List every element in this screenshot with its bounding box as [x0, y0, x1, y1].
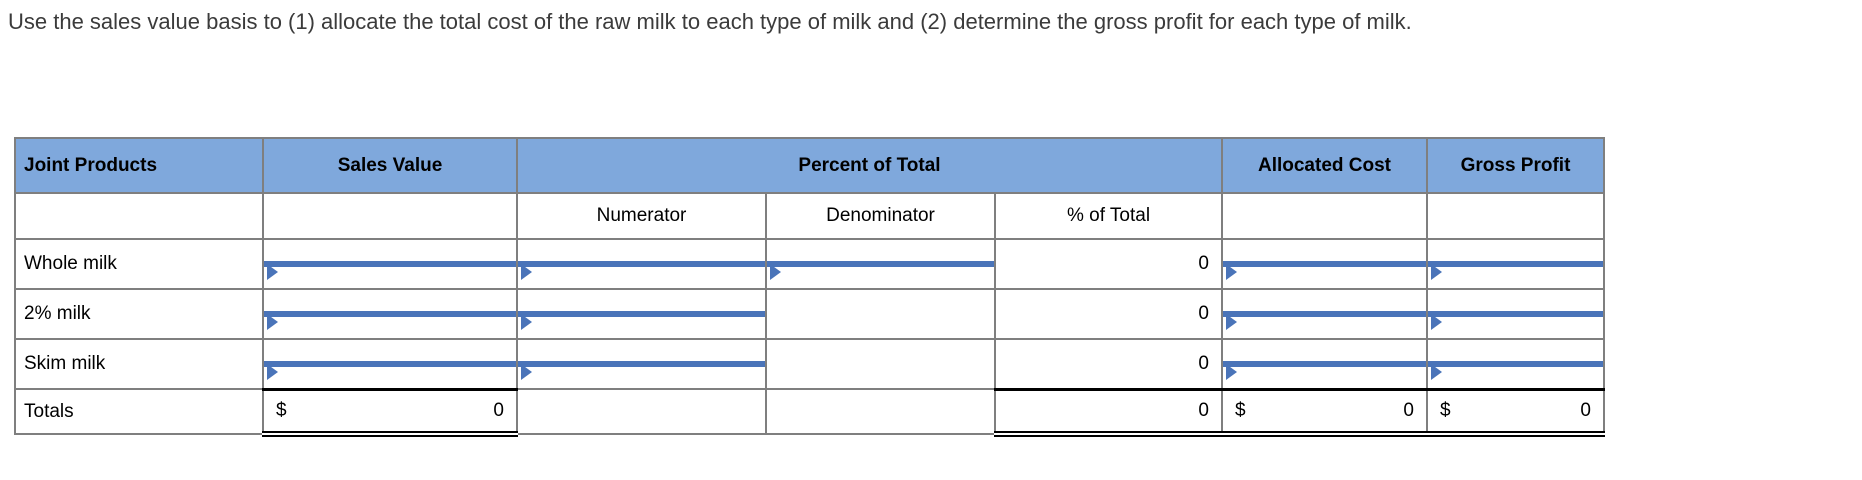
- cell-skim-milk-numerator: [516, 338, 767, 390]
- input-2pct-milk-allocated-cost[interactable]: [1224, 311, 1425, 330]
- col-header-gross-profit: Gross Profit: [1426, 137, 1605, 194]
- totals-label: Totals: [14, 388, 264, 435]
- row-label-2pct-milk: 2% milk: [14, 288, 264, 340]
- input-whole-milk-allocated-cost[interactable]: [1224, 261, 1425, 280]
- input-2pct-milk-gross-profit[interactable]: [1429, 311, 1602, 330]
- value-2pct-milk-pct-of-total: 0: [994, 288, 1223, 340]
- input-flag-icon: [1226, 264, 1237, 280]
- totals-allocated-cost: $ 0: [1221, 387, 1428, 437]
- subheader-numerator: Numerator: [516, 192, 767, 240]
- currency-symbol: $: [1235, 399, 1246, 421]
- cell-2pct-milk-gross-profit: [1426, 288, 1605, 340]
- cell-2pct-milk-allocated-cost: [1221, 288, 1428, 340]
- totals-pct-of-total: 0: [994, 387, 1223, 437]
- table-row-whole-milk: Whole milk 0: [14, 238, 1605, 290]
- table-row-skim-milk: Skim milk 0: [14, 338, 1605, 390]
- value-skim-milk-pct-of-total: 0: [994, 338, 1223, 390]
- totals-allocated-cost-amount: 0: [1403, 399, 1414, 421]
- totals-gross-profit-amount: 0: [1580, 399, 1591, 421]
- table-subheader-row: Numerator Denominator % of Total: [14, 192, 1605, 240]
- input-flag-icon: [521, 364, 532, 380]
- input-flag-icon: [267, 264, 278, 280]
- currency-symbol: $: [276, 399, 287, 421]
- input-flag-icon: [1431, 264, 1442, 280]
- input-whole-milk-denominator[interactable]: [768, 261, 993, 280]
- row-label-skim-milk: Skim milk: [14, 338, 264, 390]
- totals-numerator-empty: [516, 388, 767, 435]
- table-row-totals: Totals $ 0 0 $ 0 $ 0: [14, 387, 1605, 437]
- cell-skim-milk-denominator: [765, 338, 996, 390]
- input-flag-icon: [1431, 363, 1442, 380]
- allocation-table: Joint Products Sales Value Percent of To…: [14, 137, 1605, 437]
- cell-whole-milk-numerator: [516, 238, 767, 290]
- input-flag-icon: [521, 314, 532, 330]
- col-header-sales-value: Sales Value: [262, 137, 518, 194]
- input-whole-milk-numerator[interactable]: [519, 261, 764, 280]
- col-header-percent-of-total: Percent of Total: [516, 137, 1223, 194]
- input-flag-icon: [267, 363, 278, 380]
- cell-2pct-milk-sales-value: [262, 288, 518, 340]
- instruction-text: Use the sales value basis to (1) allocat…: [8, 9, 1412, 34]
- cell-2pct-milk-denominator: [765, 288, 996, 340]
- row-label-whole-milk: Whole milk: [14, 238, 264, 290]
- input-skim-milk-sales-value[interactable]: [265, 360, 515, 380]
- subheader-empty-allocated-cost: [1221, 192, 1428, 240]
- input-skim-milk-allocated-cost[interactable]: [1224, 360, 1425, 380]
- totals-gross-profit: $ 0: [1426, 387, 1605, 437]
- table-row-2pct-milk: 2% milk 0: [14, 288, 1605, 340]
- input-flag-icon: [521, 264, 532, 280]
- input-flag-icon: [770, 264, 781, 280]
- totals-sales-value: $ 0: [262, 387, 518, 437]
- totals-sales-value-amount: 0: [493, 399, 504, 421]
- subheader-empty-joint-products: [14, 192, 264, 240]
- allocation-worksheet: Joint Products Sales Value Percent of To…: [14, 137, 1605, 437]
- cell-skim-milk-gross-profit: [1426, 338, 1605, 390]
- table-header-row: Joint Products Sales Value Percent of To…: [14, 137, 1605, 194]
- input-skim-milk-gross-profit[interactable]: [1429, 360, 1602, 380]
- totals-denominator-empty: [765, 388, 996, 435]
- cell-skim-milk-sales-value: [262, 338, 518, 390]
- input-2pct-milk-sales-value[interactable]: [265, 311, 515, 330]
- subheader-denominator: Denominator: [765, 192, 996, 240]
- input-flag-icon: [1226, 314, 1237, 330]
- input-2pct-milk-numerator[interactable]: [519, 311, 764, 330]
- currency-symbol: $: [1440, 399, 1451, 421]
- input-flag-icon: [267, 314, 278, 330]
- input-whole-milk-gross-profit[interactable]: [1429, 261, 1602, 280]
- input-flag-icon: [1226, 363, 1237, 380]
- col-header-allocated-cost: Allocated Cost: [1221, 137, 1428, 194]
- cell-skim-milk-allocated-cost: [1221, 338, 1428, 390]
- input-skim-milk-numerator[interactable]: [519, 361, 764, 380]
- input-flag-icon: [1431, 314, 1442, 330]
- cell-whole-milk-gross-profit: [1426, 238, 1605, 290]
- col-header-joint-products: Joint Products: [14, 137, 264, 194]
- input-whole-milk-sales-value[interactable]: [265, 261, 515, 280]
- subheader-empty-sales-value: [262, 192, 518, 240]
- cell-whole-milk-allocated-cost: [1221, 238, 1428, 290]
- value-whole-milk-pct-of-total: 0: [994, 238, 1223, 290]
- subheader-empty-gross-profit: [1426, 192, 1605, 240]
- cell-2pct-milk-numerator: [516, 288, 767, 340]
- cell-whole-milk-sales-value: [262, 238, 518, 290]
- subheader-pct-of-total: % of Total: [994, 192, 1223, 240]
- cell-whole-milk-denominator: [765, 238, 996, 290]
